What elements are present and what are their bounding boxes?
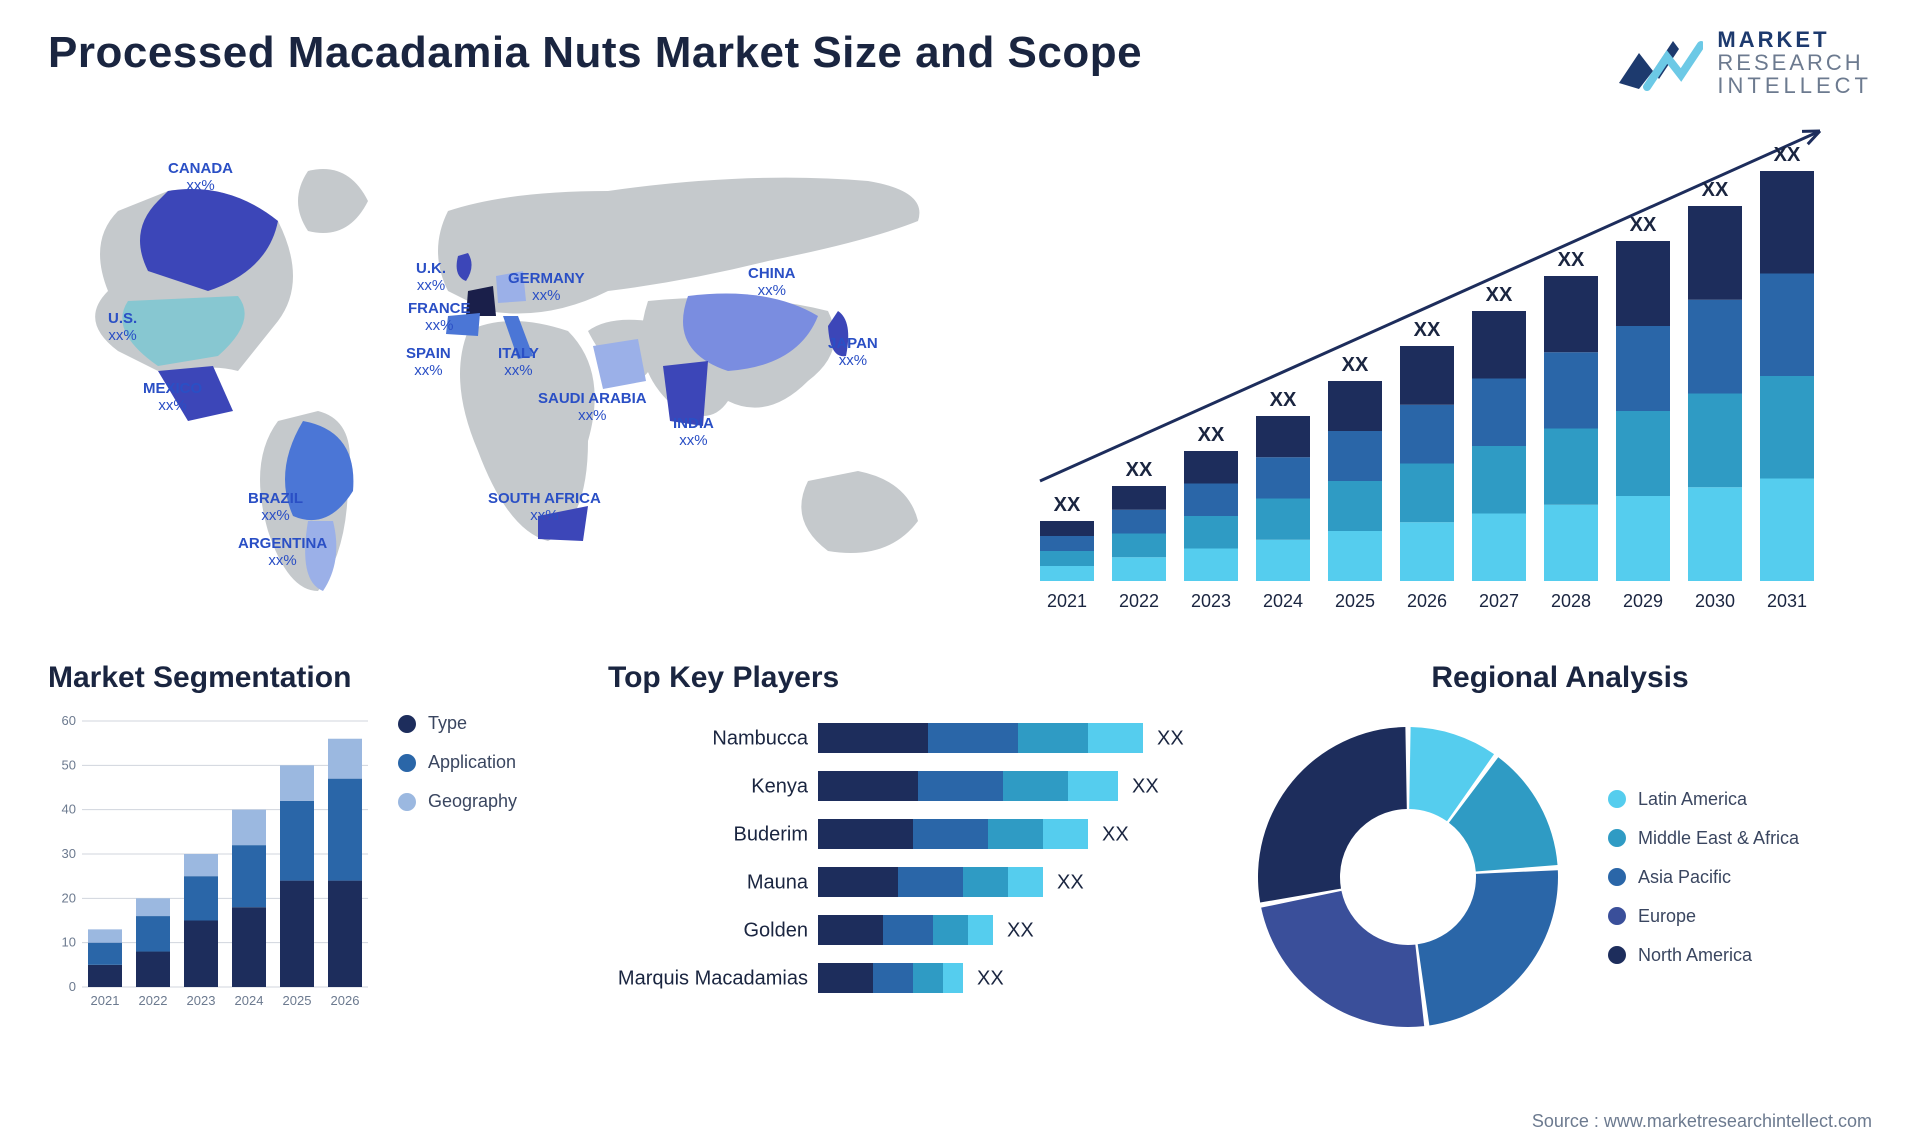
legend-item: Europe xyxy=(1608,906,1799,927)
svg-text:XX: XX xyxy=(1057,872,1084,894)
svg-text:Marquis Macadamias: Marquis Macadamias xyxy=(618,968,808,990)
svg-text:2024: 2024 xyxy=(235,993,264,1008)
svg-text:XX: XX xyxy=(1774,144,1801,166)
svg-text:2030: 2030 xyxy=(1695,591,1735,611)
legend-item: Application xyxy=(398,752,517,773)
svg-text:Nambucca: Nambucca xyxy=(712,728,808,750)
page-title: Processed Macadamia Nuts Market Size and… xyxy=(48,28,1142,78)
logo-text-2: RESEARCH xyxy=(1717,51,1872,74)
svg-text:XX: XX xyxy=(1157,728,1184,750)
svg-text:10: 10 xyxy=(62,935,76,950)
svg-text:2022: 2022 xyxy=(1119,591,1159,611)
logo-text-1: MARKET xyxy=(1717,28,1872,51)
svg-text:50: 50 xyxy=(62,758,76,773)
regional-title: Regional Analysis xyxy=(1248,661,1872,695)
world-map: CANADAxx%U.S.xx%MEXICOxx%BRAZILxx%ARGENT… xyxy=(48,121,948,621)
logo-icon xyxy=(1617,31,1703,95)
svg-text:2023: 2023 xyxy=(187,993,216,1008)
svg-text:XX: XX xyxy=(1558,249,1585,271)
regional-legend: Latin America Middle East & Africa Asia Pa… xyxy=(1608,789,1799,966)
svg-text:60: 60 xyxy=(62,713,76,728)
regional-donut xyxy=(1248,717,1568,1037)
svg-text:XX: XX xyxy=(1702,179,1729,201)
svg-text:XX: XX xyxy=(1198,424,1225,446)
players-title: Top Key Players xyxy=(608,661,1208,695)
svg-text:2021: 2021 xyxy=(1047,591,1087,611)
source-text: Source : www.marketresearchintellect.com xyxy=(1532,1111,1872,1132)
svg-text:XX: XX xyxy=(1414,319,1441,341)
svg-text:0: 0 xyxy=(69,979,76,994)
svg-text:XX: XX xyxy=(1126,459,1153,481)
growth-chart: XX 2021 XX 2022 XX 2023 XX 2024 XX 2025 XX 2026 XX 20… xyxy=(1008,121,1872,621)
svg-text:XX: XX xyxy=(1342,354,1369,376)
svg-text:XX: XX xyxy=(1007,920,1034,942)
segmentation-chart: 0 10 20 30 40 50 60 2021 2022 2023 2024 2025 2026 xyxy=(48,713,368,1013)
svg-text:Buderim: Buderim xyxy=(734,824,808,846)
legend-item: Geography xyxy=(398,791,517,812)
svg-text:2024: 2024 xyxy=(1263,591,1303,611)
logo: MARKET RESEARCH INTELLECT xyxy=(1617,28,1872,97)
svg-text:2027: 2027 xyxy=(1479,591,1519,611)
players-chart: Nambucca XX Kenya XX Buderim XX Mauna XX Golden X… xyxy=(608,713,1208,1023)
svg-text:2031: 2031 xyxy=(1767,591,1807,611)
svg-text:2026: 2026 xyxy=(331,993,360,1008)
svg-text:XX: XX xyxy=(1102,824,1129,846)
svg-text:2029: 2029 xyxy=(1623,591,1663,611)
svg-text:XX: XX xyxy=(1270,389,1297,411)
legend-item: North America xyxy=(1608,945,1799,966)
svg-text:Golden: Golden xyxy=(744,920,809,942)
legend-item: Latin America xyxy=(1608,789,1799,810)
svg-text:40: 40 xyxy=(62,802,76,817)
svg-text:2023: 2023 xyxy=(1191,591,1231,611)
svg-text:2025: 2025 xyxy=(1335,591,1375,611)
legend-item: Middle East & Africa xyxy=(1608,828,1799,849)
svg-text:2022: 2022 xyxy=(139,993,168,1008)
svg-text:Kenya: Kenya xyxy=(751,776,809,798)
legend-item: Type xyxy=(398,713,517,734)
svg-text:2028: 2028 xyxy=(1551,591,1591,611)
svg-text:Mauna: Mauna xyxy=(747,872,809,894)
svg-text:XX: XX xyxy=(1132,776,1159,798)
svg-text:XX: XX xyxy=(1486,284,1513,306)
svg-text:30: 30 xyxy=(62,846,76,861)
svg-text:2021: 2021 xyxy=(91,993,120,1008)
svg-text:XX: XX xyxy=(1054,494,1081,516)
segmentation-legend: Type Application Geography xyxy=(398,713,517,1041)
legend-item: Asia Pacific xyxy=(1608,867,1799,888)
svg-text:XX: XX xyxy=(977,968,1004,990)
svg-text:2026: 2026 xyxy=(1407,591,1447,611)
svg-text:2025: 2025 xyxy=(283,993,312,1008)
svg-text:XX: XX xyxy=(1630,214,1657,236)
svg-text:20: 20 xyxy=(62,891,76,906)
logo-text-3: INTELLECT xyxy=(1717,74,1872,97)
segmentation-title: Market Segmentation xyxy=(48,661,568,695)
